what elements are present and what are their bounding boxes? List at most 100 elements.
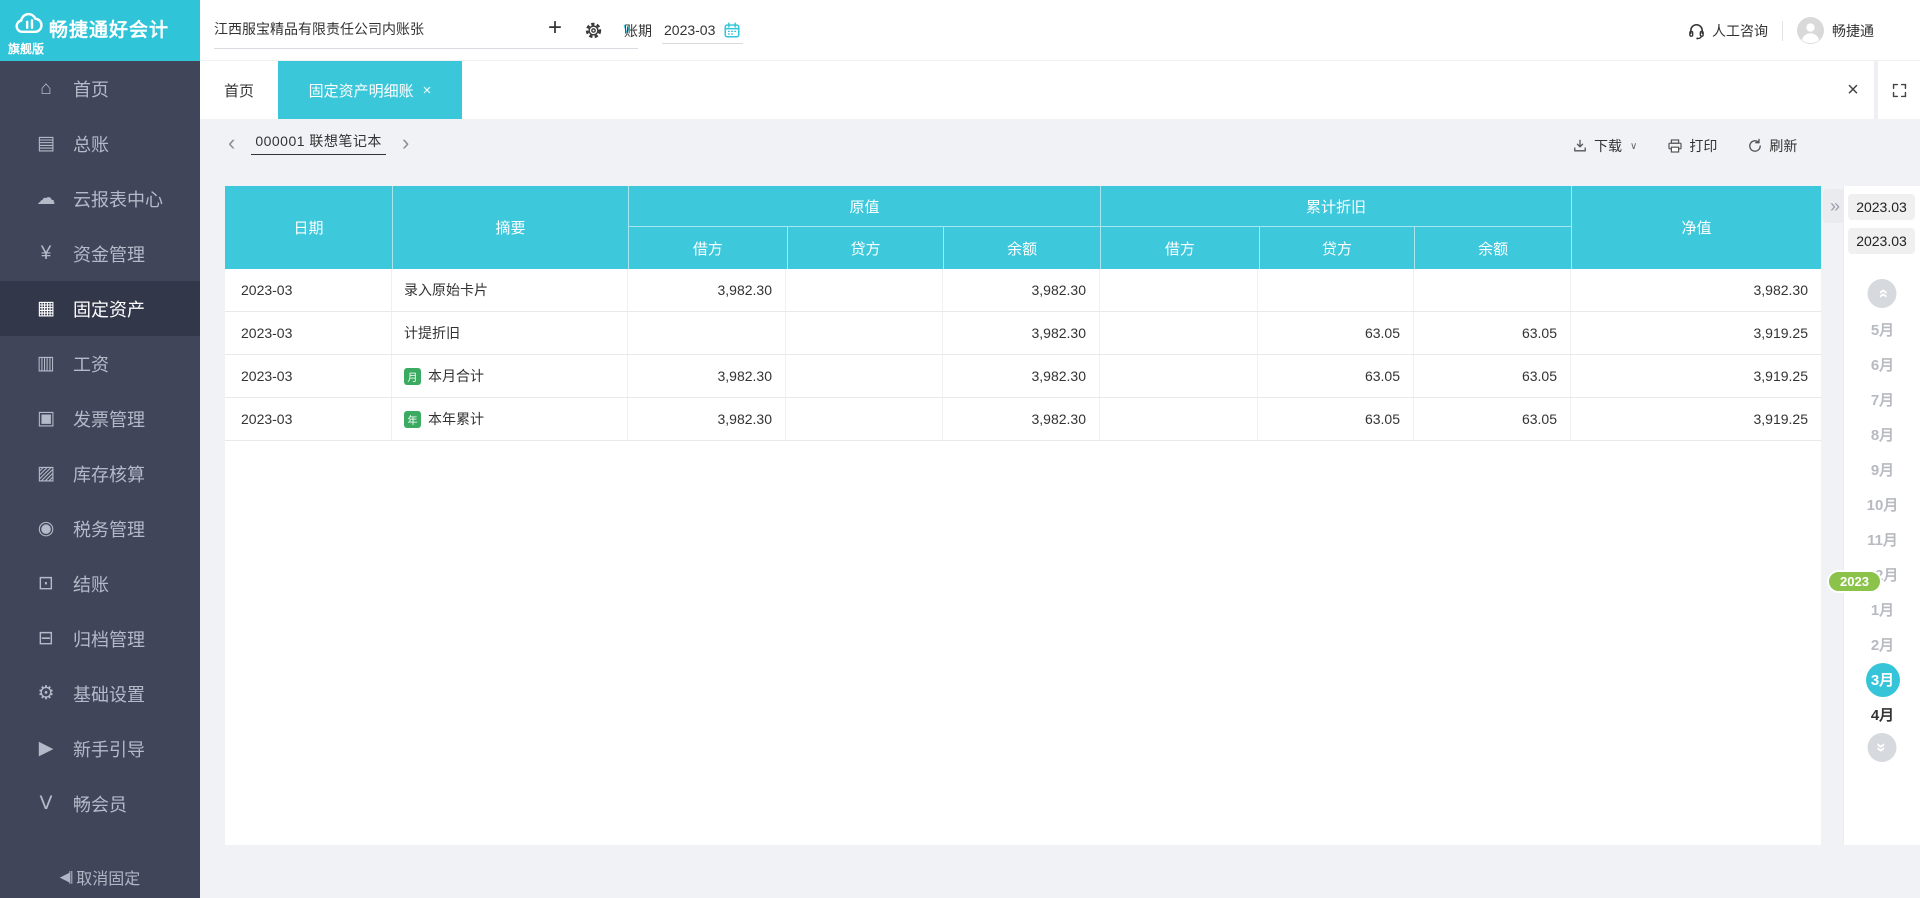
print-button[interactable]: 打印 bbox=[1667, 136, 1717, 156]
next-asset-icon[interactable]: › bbox=[401, 130, 410, 155]
close-icon: × bbox=[1847, 78, 1859, 101]
support-button[interactable]: 人工咨询 bbox=[1687, 21, 1768, 41]
invoice-icon: ▣ bbox=[37, 408, 55, 429]
month-item[interactable]: 8月 bbox=[1870, 427, 1895, 444]
month-item[interactable]: 11月 bbox=[1867, 532, 1898, 549]
cloud-logo-icon bbox=[13, 9, 47, 44]
sidebar-item-invoices[interactable]: ▣ 发票管理 bbox=[0, 391, 200, 446]
cell-dep-debit bbox=[1100, 269, 1258, 311]
tabstrip-controls: × bbox=[1832, 61, 1920, 119]
sidebar-item-home[interactable]: ⌂ 首页 bbox=[0, 61, 200, 116]
prev-asset-icon[interactable]: ‹ bbox=[228, 130, 236, 155]
cell-ov-credit bbox=[786, 269, 943, 311]
col-header-date: 日期 bbox=[293, 220, 324, 237]
sidebar-item-archive[interactable]: ⊟ 归档管理 bbox=[0, 611, 200, 666]
cell-dep-balance bbox=[1414, 269, 1571, 311]
sidebar-item-guide[interactable]: ▶ 新手引导 bbox=[0, 721, 200, 776]
company-selector[interactable]: 江西服宝精品有限责任公司内账张 ∨ bbox=[214, 9, 638, 49]
user-menu[interactable]: 畅捷通 bbox=[1797, 17, 1874, 44]
company-name: 江西服宝精品有限责任公司内账张 bbox=[214, 20, 424, 37]
unpin-sidebar-button[interactable]: ◀∥ 取消固定 bbox=[0, 865, 200, 889]
tab-label: 固定资产明细账 bbox=[308, 82, 414, 100]
download-button[interactable]: 下载 ∨ bbox=[1572, 136, 1637, 156]
sidebar-item-closing[interactable]: ⊡ 结账 bbox=[0, 556, 200, 611]
close-page-button[interactable]: × bbox=[1832, 61, 1874, 119]
table-row[interactable]: 2023-03 录入原始卡片 3,982.30 3,982.30 3,982.3… bbox=[225, 269, 1821, 312]
cell-net: 3,919.25 bbox=[1753, 368, 1809, 384]
sidebar-item-label: 总账 bbox=[73, 134, 109, 155]
summary-text: 本月合计 bbox=[428, 368, 484, 384]
month-total-badge-icon: 月 bbox=[404, 367, 421, 385]
play-icon: ▶ bbox=[38, 738, 54, 759]
month-item[interactable]: 1月 bbox=[1870, 602, 1895, 619]
col-header-dep-credit: 贷方 bbox=[1258, 227, 1415, 269]
scroll-months-up-button[interactable]: » bbox=[1867, 279, 1897, 308]
sidebar-item-label: 结账 bbox=[73, 574, 109, 595]
cell-ov-balance: 3,982.30 bbox=[943, 355, 1100, 397]
group-label-accumulated-depreciation: 累计折旧 bbox=[1101, 186, 1571, 227]
month-item-current[interactable]: 4月 bbox=[1870, 707, 1895, 724]
month-item[interactable]: 5月 bbox=[1870, 322, 1895, 339]
sidebar-item-label: 畅会员 bbox=[73, 794, 127, 815]
payroll-icon: ▥ bbox=[37, 353, 55, 374]
cell-date: 2023-03 bbox=[225, 398, 392, 440]
sidebar-item-label: 发票管理 bbox=[73, 409, 145, 430]
table-row[interactable]: 2023-03 计提折旧 3,982.30 63.05 63.05 3,919.… bbox=[225, 312, 1821, 355]
sidebar-item-cloud-reports[interactable]: ☁ 云报表中心 bbox=[0, 171, 200, 226]
sidebar-item-inventory[interactable]: ▨ 库存核算 bbox=[0, 446, 200, 501]
col-header-net-value: 净值 bbox=[1571, 186, 1821, 269]
col-header-ov-credit: 贷方 bbox=[786, 227, 944, 269]
tax-icon: ◉ bbox=[37, 518, 55, 539]
cell-date: 2023-03 bbox=[225, 269, 392, 311]
period-label: 账期 bbox=[624, 22, 652, 39]
month-item[interactable]: 6月 bbox=[1870, 357, 1895, 374]
add-account-book-button[interactable]: + bbox=[547, 14, 562, 41]
accounting-period: 账期 2023-03 bbox=[624, 0, 744, 61]
sidebar-item-label: 固定资产 bbox=[73, 299, 145, 320]
cell-ov-debit: 3,982.30 bbox=[628, 269, 786, 311]
cell-ov-balance: 3,982.30 bbox=[943, 269, 1100, 311]
sidebar-item-general-ledger[interactable]: ▤ 总账 bbox=[0, 116, 200, 171]
cell-ov-debit: 3,982.30 bbox=[628, 398, 786, 440]
month-item[interactable]: 7月 bbox=[1870, 392, 1895, 409]
cell-summary: 月本月合计 bbox=[392, 355, 628, 397]
sidebar-item-settings[interactable]: ⚙ 基础设置 bbox=[0, 666, 200, 721]
sidebar-item-payroll[interactable]: ▥ 工资 bbox=[0, 336, 200, 391]
sidebar-item-tax[interactable]: ◉ 税务管理 bbox=[0, 501, 200, 556]
account-book-settings-button[interactable] bbox=[584, 21, 603, 45]
ledger-icon: ▤ bbox=[37, 133, 55, 154]
refresh-button[interactable]: 刷新 bbox=[1747, 136, 1797, 156]
print-label: 打印 bbox=[1689, 138, 1718, 154]
headset-icon bbox=[1689, 24, 1704, 40]
period-picker[interactable]: 2023-03 bbox=[662, 17, 744, 44]
period-pill-start[interactable]: 2023.03 bbox=[1848, 194, 1915, 220]
table-row[interactable]: 2023-03 年本年累计 3,982.30 3,982.30 63.05 63… bbox=[225, 398, 1821, 441]
cell-dep-balance: 63.05 bbox=[1414, 398, 1571, 440]
fullscreen-button[interactable] bbox=[1878, 61, 1920, 119]
period-pill-end[interactable]: 2023.03 bbox=[1848, 228, 1915, 254]
tab-fixed-asset-detail-ledger[interactable]: 固定资产明细账 × bbox=[278, 61, 462, 119]
tab-home[interactable]: 首页 bbox=[223, 82, 254, 100]
tab-close-icon[interactable]: × bbox=[422, 81, 432, 99]
table-actions: 下载 ∨ 打印 刷新 bbox=[1572, 136, 1797, 156]
month-item[interactable]: 9月 bbox=[1870, 462, 1895, 479]
col-header-dep-debit: 借方 bbox=[1164, 240, 1195, 258]
sidebar-item-label: 归档管理 bbox=[73, 629, 145, 650]
archive-icon: ⊟ bbox=[38, 628, 54, 649]
month-item[interactable]: 10月 bbox=[1866, 497, 1899, 514]
table-row[interactable]: 2023-03 月本月合计 3,982.30 3,982.30 63.05 63… bbox=[225, 355, 1821, 398]
cell-net: 3,919.25 bbox=[1753, 325, 1809, 341]
scroll-months-down-button[interactable]: » bbox=[1867, 733, 1897, 762]
sidebar-item-fixed-assets[interactable]: ▦ 固定资产 bbox=[0, 281, 200, 336]
month-item[interactable]: 2月 bbox=[1870, 637, 1895, 654]
sidebar-item-member[interactable]: Ⅴ 畅会员 bbox=[0, 776, 200, 831]
refresh-label: 刷新 bbox=[1769, 138, 1798, 154]
logo-block: 畅捷通好会计 旗舰版 bbox=[0, 0, 200, 61]
sidebar-item-funds[interactable]: ¥ 资金管理 bbox=[0, 226, 200, 281]
cell-dep-credit bbox=[1258, 269, 1414, 311]
cell-net: 3,982.30 bbox=[1753, 282, 1809, 298]
month-item-selected[interactable]: 3月 bbox=[1844, 662, 1920, 697]
building-icon: ▦ bbox=[37, 298, 55, 319]
year-total-badge-icon: 年 bbox=[404, 410, 421, 428]
